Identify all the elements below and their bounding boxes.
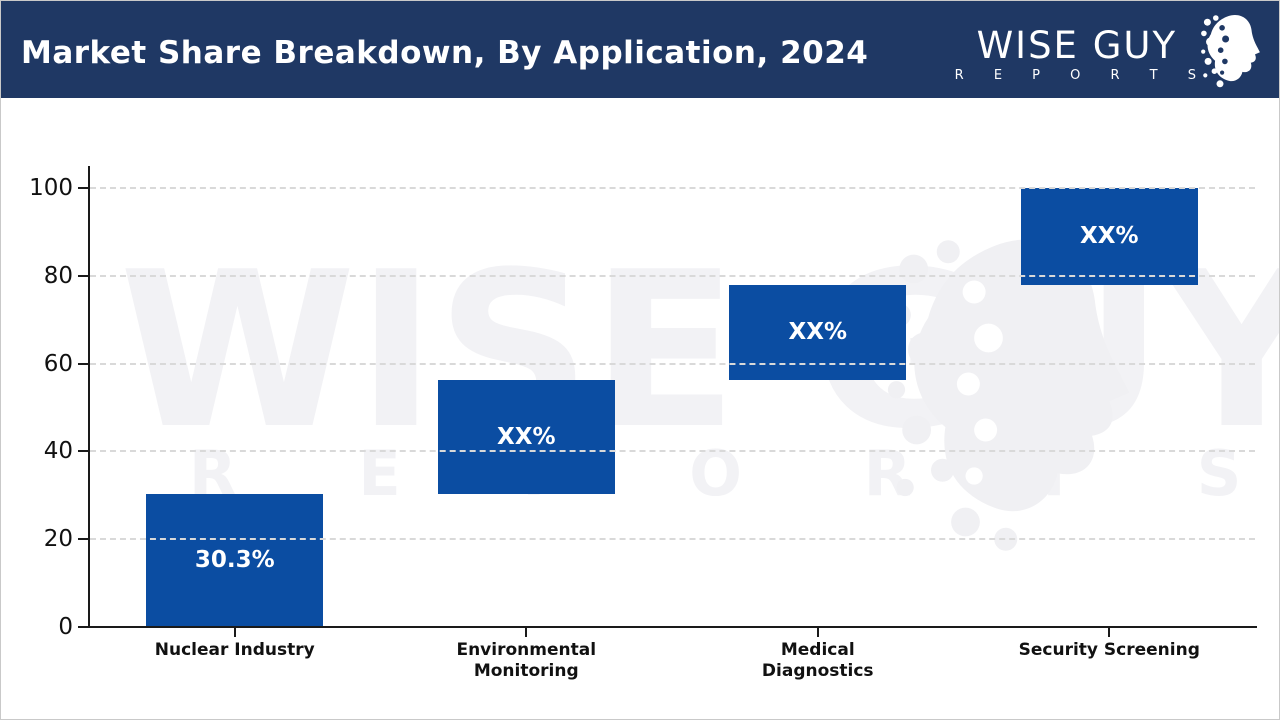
y-tick-label: 0 [58,614,73,640]
x-category-label: Environmental Monitoring [456,640,597,681]
logo-wordmark: WISE GUY [976,23,1178,67]
y-gridline [90,187,1255,189]
y-tick-mark [78,538,89,541]
bar-segment: XX% [437,379,615,494]
bar-value-label: 30.3% [194,547,275,574]
x-category-label: Nuclear Industry [154,640,315,660]
y-gridline [90,538,1255,541]
logo-subtitle: R E P O R T S [954,67,1209,83]
logo-face-icon [1201,15,1260,88]
page-title: Market Share Breakdown, By Application, … [21,35,869,71]
y-tick-label: 20 [43,526,73,553]
y-tick-mark [78,274,89,277]
y-tick-mark [78,362,89,365]
y-tick-label: 80 [43,262,73,289]
y-tick-label: 40 [43,438,73,465]
x-tick-mark [816,628,819,637]
bar-segment: 30.3% [146,493,324,627]
bar-segment: XX% [729,284,907,380]
y-axis-line [88,166,90,628]
y-tick-mark [78,450,89,453]
x-category-label: Medical Diagnostics [761,640,874,681]
bar-value-label: XX% [788,319,847,346]
wise-guy-logo: WISE GUY R E P O R T S [945,11,1273,95]
header-bar: Market Share Breakdown, By Application, … [1,1,1279,98]
y-tick-label: 60 [43,350,73,377]
logo-text: WISE GUY R E P O R T S [945,24,1209,83]
y-gridline [90,274,1255,277]
x-tick-mark [233,628,236,637]
y-tick-mark [78,626,89,628]
bar-value-label: XX% [496,423,556,450]
bar-segment: XX% [1020,188,1198,285]
x-axis-line [88,626,1257,628]
bar-value-label: XX% [1079,223,1139,250]
y-tick-label: 100 [29,175,73,201]
x-category-label: Security Screening [1018,640,1200,660]
y-gridline [90,450,1255,453]
x-tick-mark [1108,628,1111,637]
y-tick-mark [78,187,89,189]
y-gridline [90,362,1255,365]
x-tick-mark [525,628,528,637]
